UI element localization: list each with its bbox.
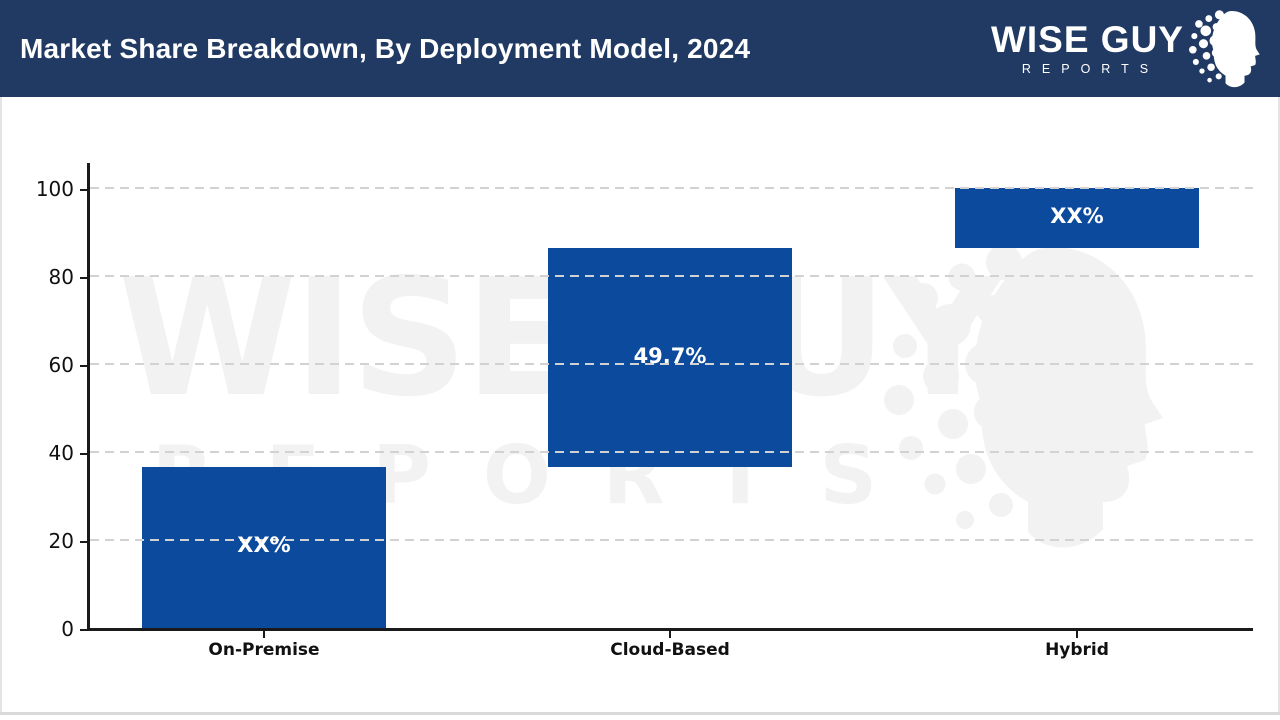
x-axis-line xyxy=(87,628,1253,631)
y-tick-40 xyxy=(80,452,87,455)
y-tick-60 xyxy=(80,364,87,367)
gridline-y-60 xyxy=(90,363,1253,365)
logo-text: WISE GUY REPORTS xyxy=(991,21,1184,76)
y-tick-0 xyxy=(80,628,87,631)
bar-on-premise xyxy=(142,466,386,628)
y-tick-80 xyxy=(80,276,87,279)
gridline-y-40 xyxy=(90,451,1253,453)
y-tick-20 xyxy=(80,540,87,543)
bar-value-label-cloud-based: 49.7% xyxy=(633,343,707,368)
bottom-divider xyxy=(0,712,1280,715)
y-tick-label-100: 100 xyxy=(35,177,74,201)
y-tick-label-60: 60 xyxy=(48,353,74,377)
x-axis-label-hybrid: Hybrid xyxy=(1045,640,1109,660)
gridline-y-100 xyxy=(90,187,1253,189)
page-title: Market Share Breakdown, By Deployment Mo… xyxy=(20,32,751,64)
x-axis-label-on-premise: On-Premise xyxy=(208,640,320,660)
gridline-y-80 xyxy=(90,275,1253,277)
logo-subtitle: REPORTS xyxy=(1021,62,1160,76)
y-axis-line xyxy=(87,163,90,631)
x-axis-label-cloud-based: Cloud-Based xyxy=(610,640,730,660)
wise-guy-logo: WISE GUY REPORTS xyxy=(991,5,1262,93)
y-tick-label-0: 0 xyxy=(61,617,74,641)
y-tick-label-40: 40 xyxy=(48,441,74,465)
y-tick-label-20: 20 xyxy=(48,529,74,553)
right-border xyxy=(1278,97,1280,715)
x-tick-2 xyxy=(669,631,671,638)
bar-value-label-on-premise: XX% xyxy=(237,533,291,558)
y-tick-label-80: 80 xyxy=(48,265,74,289)
header: Market Share Breakdown, By Deployment Mo… xyxy=(0,0,1280,97)
x-tick-3 xyxy=(1076,631,1078,638)
bar-hybrid xyxy=(955,188,1199,249)
bar-value-label-hybrid: XX% xyxy=(1050,204,1104,229)
gridline-y-20 xyxy=(90,539,1253,541)
logo-face-icon xyxy=(1189,9,1260,87)
bar-cloud-based xyxy=(548,248,792,467)
logo-wordmark: WISE GUY xyxy=(990,19,1184,60)
y-tick-100 xyxy=(80,188,87,191)
x-tick-1 xyxy=(263,631,265,638)
left-border xyxy=(0,97,2,715)
